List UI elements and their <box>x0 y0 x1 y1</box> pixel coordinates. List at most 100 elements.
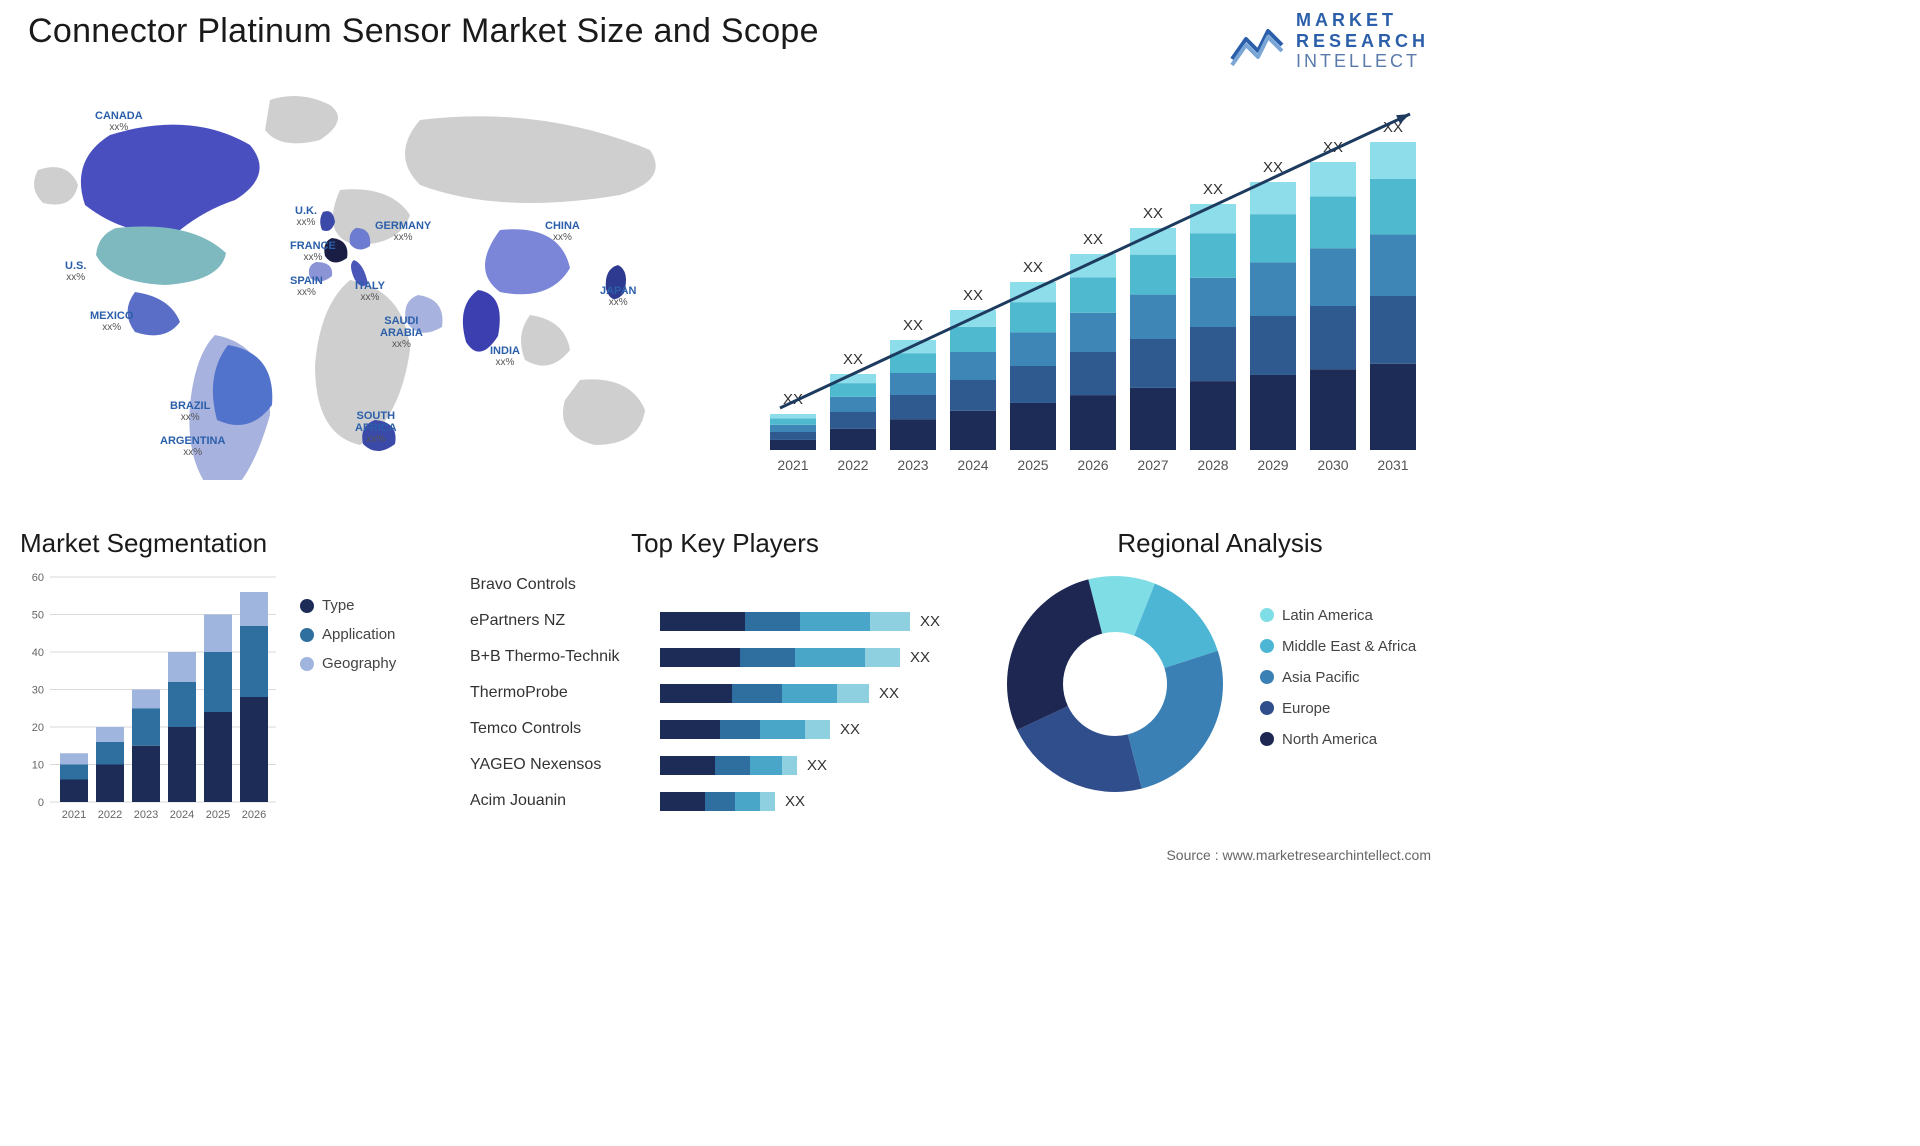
player-value: XX <box>920 613 940 630</box>
player-name: B+B Thermo-Technik <box>470 648 660 666</box>
svg-text:2022: 2022 <box>837 457 868 473</box>
svg-text:XX: XX <box>903 317 923 334</box>
svg-text:2028: 2028 <box>1197 457 1228 473</box>
logo: MARKET RESEARCH INTELLECT <box>1228 10 1429 72</box>
svg-text:XX: XX <box>1143 205 1163 222</box>
players-title: Top Key Players <box>470 528 980 559</box>
svg-text:XX: XX <box>1023 259 1043 276</box>
player-name: Bravo Controls <box>470 576 660 594</box>
player-value: XX <box>840 721 860 738</box>
player-row: B+B Thermo-Technik XX <box>470 639 980 675</box>
regional-section: Regional Analysis Latin America Middle Ea… <box>1000 528 1440 799</box>
svg-text:50: 50 <box>32 610 44 622</box>
logo-line-1: MARKET <box>1296 10 1429 31</box>
legend-item: Geography <box>300 655 396 672</box>
country-label: INDIAxx% <box>490 345 520 368</box>
country-label: SAUDIARABIAxx% <box>380 315 423 350</box>
regional-title: Regional Analysis <box>1000 528 1440 559</box>
segmentation-legend: Type Application Geography <box>300 597 396 684</box>
country-label: U.K.xx% <box>295 205 317 228</box>
logo-line-2: RESEARCH <box>1296 31 1429 52</box>
logo-line-3: INTELLECT <box>1296 51 1429 72</box>
country-label: MEXICOxx% <box>90 310 133 333</box>
svg-text:2021: 2021 <box>777 457 808 473</box>
player-bar <box>660 684 869 703</box>
player-value: XX <box>910 649 930 666</box>
player-bar <box>660 756 797 775</box>
player-bar <box>660 648 900 667</box>
segmentation-title: Market Segmentation <box>20 528 460 559</box>
svg-text:2027: 2027 <box>1137 457 1168 473</box>
players-section: Top Key Players Bravo Controls ePartners … <box>470 528 980 819</box>
svg-text:2023: 2023 <box>134 809 158 821</box>
country-label: ARGENTINAxx% <box>160 435 225 458</box>
page-title: Connector Platinum Sensor Market Size an… <box>28 12 819 51</box>
regional-legend: Latin America Middle East & Africa Asia Pa… <box>1260 607 1416 762</box>
svg-text:2031: 2031 <box>1377 457 1408 473</box>
svg-text:40: 40 <box>32 647 44 659</box>
svg-text:2025: 2025 <box>1017 457 1048 473</box>
logo-text: MARKET RESEARCH INTELLECT <box>1296 10 1429 72</box>
svg-text:XX: XX <box>1083 231 1103 248</box>
country-label: SPAINxx% <box>290 275 323 298</box>
logo-icon <box>1228 15 1286 67</box>
player-row: Temco Controls XX <box>470 711 980 747</box>
player-value: XX <box>785 793 805 810</box>
svg-text:XX: XX <box>1203 181 1223 198</box>
world-map: CANADAxx% U.S.xx% MEXICOxx% BRAZILxx% ARGENT… <box>20 80 720 480</box>
segmentation-chart: 0 10 20 30 40 50 60 2021 2022 2023 2024 2025 2026 Ty… <box>20 567 450 837</box>
player-name: YAGEO Nexensos <box>470 756 660 774</box>
svg-text:2025: 2025 <box>206 809 230 821</box>
svg-text:30: 30 <box>32 685 44 697</box>
growth-chart: 2021 XX 2022 XX 2023 XX 2024 XX 2025 XX 2026 XX 2027… <box>750 90 1430 490</box>
svg-text:2024: 2024 <box>170 809 194 821</box>
legend-item: Application <box>300 626 396 643</box>
svg-text:2023: 2023 <box>897 457 928 473</box>
player-row: Bravo Controls <box>470 567 980 603</box>
player-bar <box>660 792 775 811</box>
legend-item: Type <box>300 597 396 614</box>
country-label: GERMANYxx% <box>375 220 431 243</box>
svg-text:2029: 2029 <box>1257 457 1288 473</box>
source-label: Source : www.marketresearchintellect.com <box>1166 847 1431 863</box>
country-label: CANADAxx% <box>95 110 143 133</box>
country-label: U.S.xx% <box>65 260 86 283</box>
player-value: XX <box>879 685 899 702</box>
legend-item: Middle East & Africa <box>1260 638 1416 655</box>
country-label: CHINAxx% <box>545 220 580 243</box>
segmentation-section: Market Segmentation 0 10 20 30 40 50 60 2021 202… <box>20 528 460 837</box>
segmentation-svg: 0 10 20 30 40 50 60 2021 2022 2023 2024 2025 2026 <box>20 567 280 827</box>
player-row: ThermoProbe XX <box>470 675 980 711</box>
svg-text:10: 10 <box>32 760 44 772</box>
players-list: Bravo ControlsePartners NZXXB+B Thermo-T… <box>470 567 980 819</box>
country-label: SOUTHAFRICAxx% <box>355 410 397 445</box>
player-bar <box>660 720 830 739</box>
svg-text:2026: 2026 <box>242 809 266 821</box>
svg-text:2024: 2024 <box>957 457 988 473</box>
svg-text:2030: 2030 <box>1317 457 1348 473</box>
svg-text:XX: XX <box>963 287 983 304</box>
player-name: Temco Controls <box>470 720 660 738</box>
player-row: Acim Jouanin XX <box>470 783 980 819</box>
country-label: BRAZILxx% <box>170 400 210 423</box>
legend-item: Europe <box>1260 700 1416 717</box>
country-label: JAPANxx% <box>600 285 636 308</box>
player-value: XX <box>807 757 827 774</box>
player-name: ThermoProbe <box>470 684 660 702</box>
legend-item: North America <box>1260 731 1416 748</box>
player-bar <box>660 612 910 631</box>
svg-text:XX: XX <box>843 351 863 368</box>
player-row: YAGEO Nexensos XX <box>470 747 980 783</box>
svg-text:60: 60 <box>32 572 44 584</box>
regional-donut <box>1000 569 1230 799</box>
svg-text:2022: 2022 <box>98 809 122 821</box>
svg-text:0: 0 <box>38 797 44 809</box>
legend-item: Latin America <box>1260 607 1416 624</box>
svg-text:20: 20 <box>32 722 44 734</box>
svg-text:2021: 2021 <box>62 809 86 821</box>
legend-item: Asia Pacific <box>1260 669 1416 686</box>
player-name: Acim Jouanin <box>470 792 660 810</box>
country-label: ITALYxx% <box>355 280 385 303</box>
svg-text:2026: 2026 <box>1077 457 1108 473</box>
player-row: ePartners NZXX <box>470 603 980 639</box>
